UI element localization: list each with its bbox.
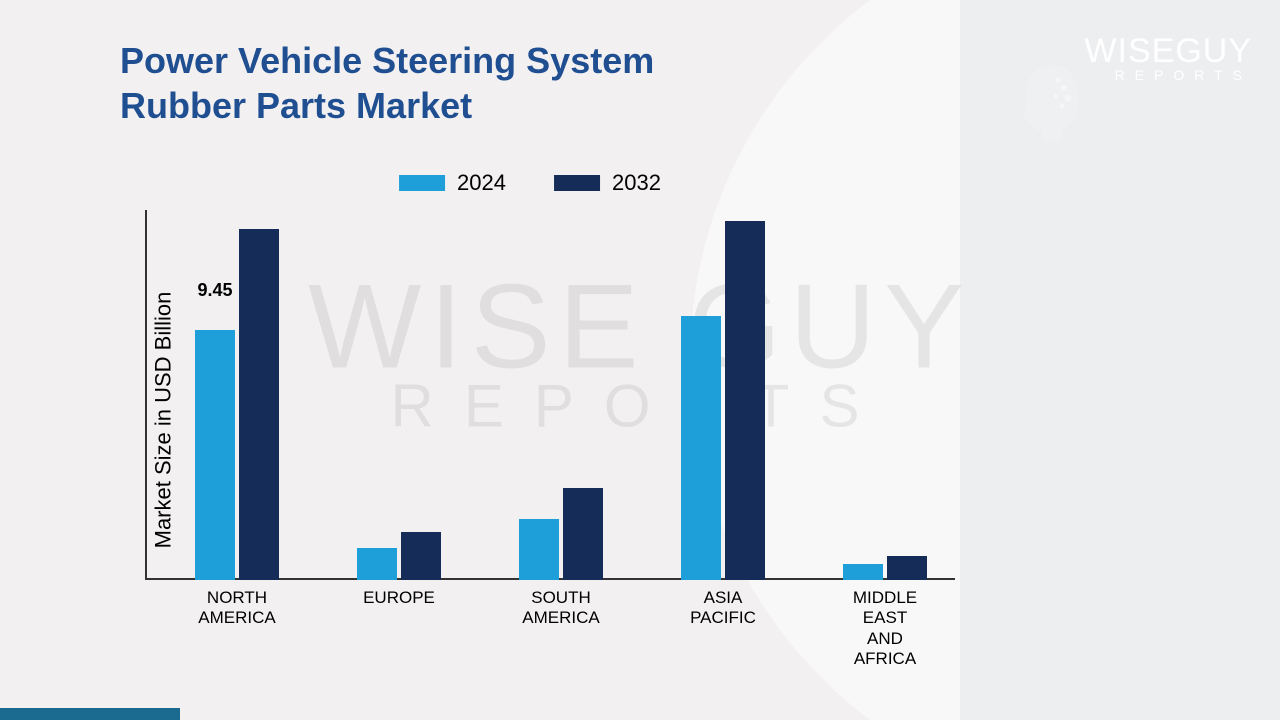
right-panel xyxy=(960,0,1280,720)
logo-wise-text: WISE xyxy=(1084,32,1175,70)
legend-swatch xyxy=(554,175,600,191)
bar xyxy=(195,330,235,580)
y-axis-line xyxy=(145,210,147,580)
plot-area: 9.45NORTHAMERICAEUROPESOUTHAMERICAASIAPA… xyxy=(145,210,955,580)
category-label: NORTHAMERICA xyxy=(167,580,307,629)
category-label: MIDDLEEASTANDAFRICA xyxy=(815,580,955,670)
legend-label: 2032 xyxy=(612,170,661,196)
legend-swatch xyxy=(399,175,445,191)
logo-guy-text: GUY xyxy=(1175,32,1252,70)
chart-area: 20242032 Market Size in USD Billion 9.45… xyxy=(90,170,970,670)
value-label: 9.45 xyxy=(197,280,232,305)
bar xyxy=(401,532,441,580)
logo: WISEGUY REPORTS xyxy=(1084,32,1252,83)
chart-title: Power Vehicle Steering SystemRubber Part… xyxy=(120,38,654,128)
bar xyxy=(519,519,559,580)
bar xyxy=(239,229,279,581)
bar xyxy=(563,488,603,581)
legend-label: 2024 xyxy=(457,170,506,196)
category-label: EUROPE xyxy=(329,580,469,608)
bar xyxy=(357,548,397,580)
bar xyxy=(681,316,721,580)
bottom-accent-bar xyxy=(0,708,180,720)
bar xyxy=(725,221,765,580)
category-label: ASIAPACIFIC xyxy=(653,580,793,629)
bar xyxy=(887,556,927,580)
bar xyxy=(843,564,883,580)
category-label: SOUTHAMERICA xyxy=(491,580,631,629)
head-icon xyxy=(1022,60,1082,140)
logo-text: WISEGUY xyxy=(1084,32,1252,71)
stage: WISE GUY REPORTS Power Vehicle Steering … xyxy=(0,0,1280,720)
legend-item: 2032 xyxy=(554,170,661,196)
legend-item: 2024 xyxy=(399,170,506,196)
legend: 2024 2032 xyxy=(399,170,661,196)
